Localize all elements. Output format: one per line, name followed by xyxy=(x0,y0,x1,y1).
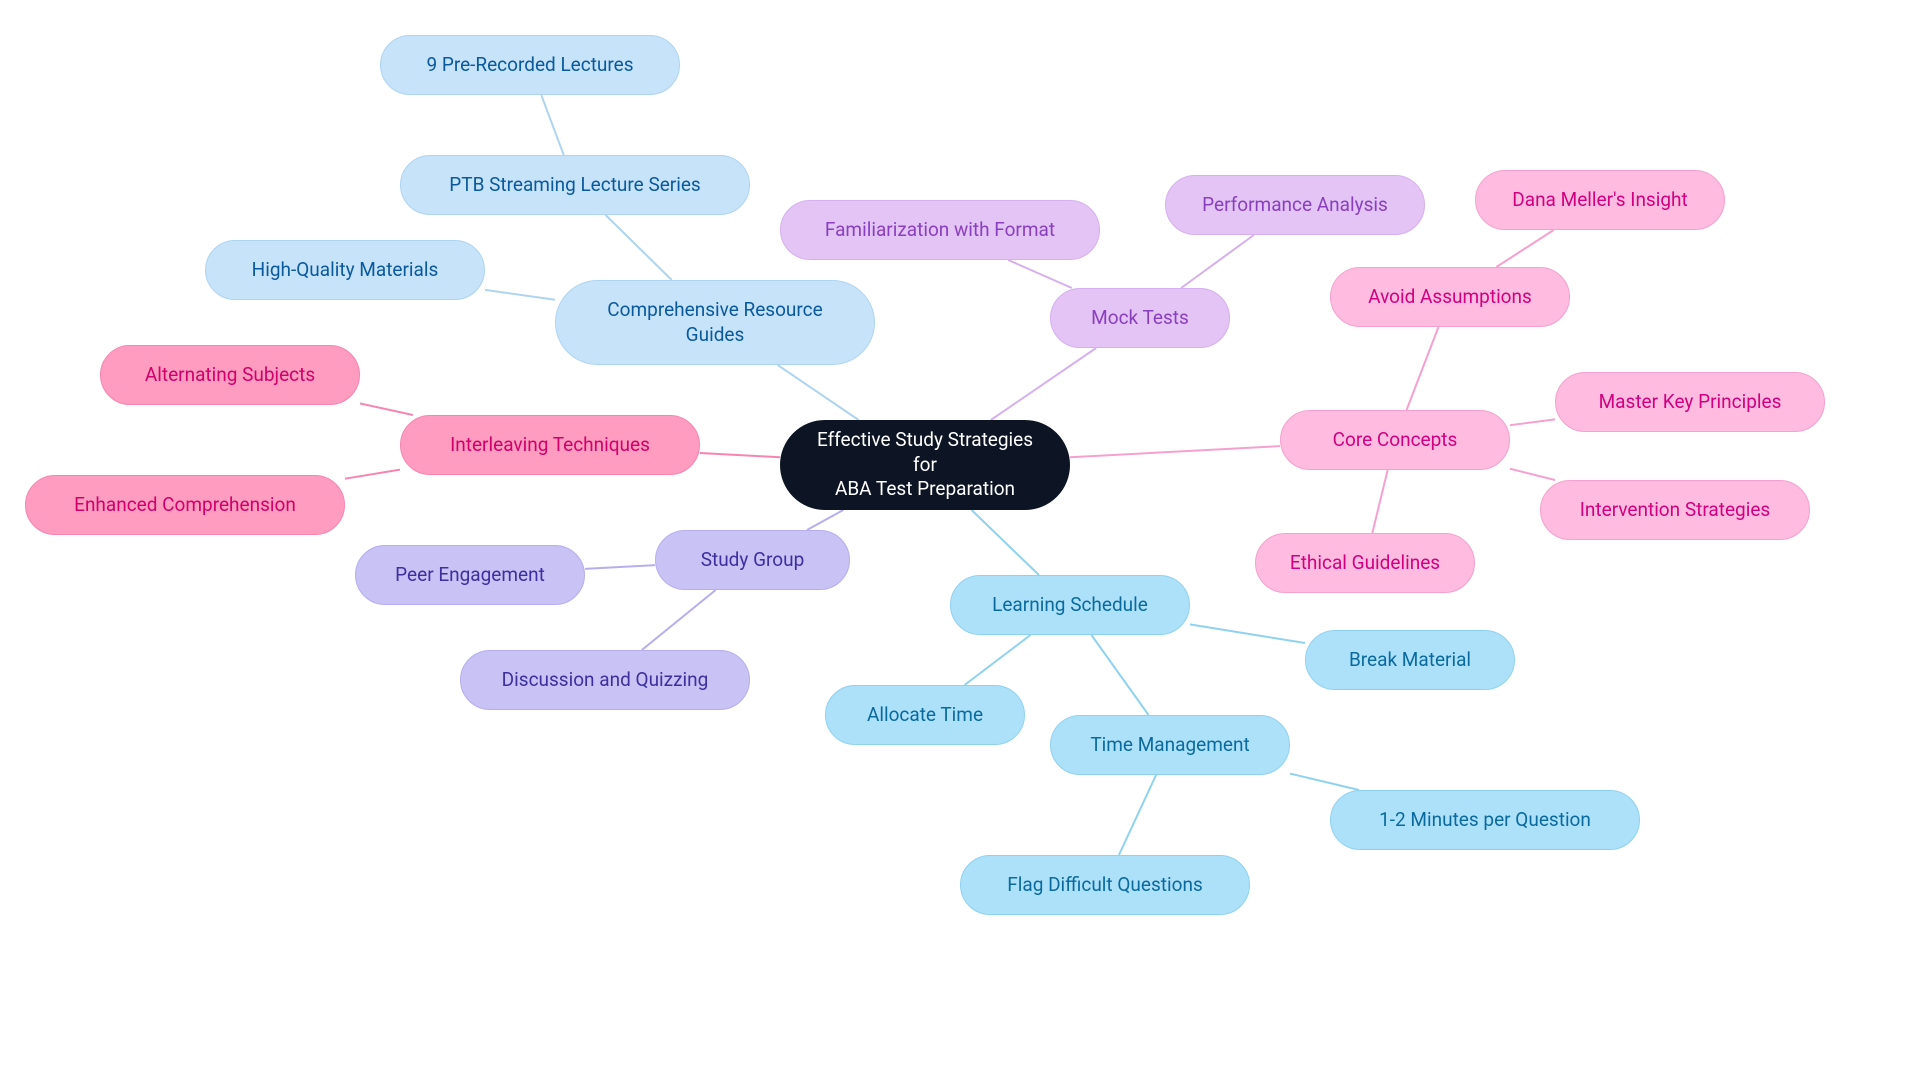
node-sg_p: Peer Engagement xyxy=(355,545,585,605)
node-inter: Interleaving Techniques xyxy=(400,415,700,475)
edge-res_p-res_p9 xyxy=(541,95,564,155)
node-mock_p: Performance Analysis xyxy=(1165,175,1425,235)
edge-ls_t-ls_t2 xyxy=(1119,775,1156,855)
edges-layer xyxy=(0,0,1920,1083)
mindmap-canvas: Effective Study Strategies for ABA Test … xyxy=(0,0,1920,1083)
node-ls_b: Break Material xyxy=(1305,630,1515,690)
edge-core_a-core_a2 xyxy=(1496,230,1553,267)
node-mock_f: Familiarization with Format xyxy=(780,200,1100,260)
edge-inter-inter_a xyxy=(360,403,413,415)
node-res_h: High-Quality Materials xyxy=(205,240,485,300)
edge-center-core xyxy=(1070,446,1280,457)
node-res_p9: 9 Pre-Recorded Lectures xyxy=(380,35,680,95)
edge-center-mock xyxy=(991,348,1096,420)
node-core_i: Intervention Strategies xyxy=(1540,480,1810,540)
edge-center-res xyxy=(778,365,859,420)
node-core_e: Ethical Guidelines xyxy=(1255,533,1475,593)
node-ls_a: Allocate Time xyxy=(825,685,1025,745)
node-res_p: PTB Streaming Lecture Series xyxy=(400,155,750,215)
node-sg_d: Discussion and Quizzing xyxy=(460,650,750,710)
edge-ls-ls_b xyxy=(1190,624,1305,643)
edge-ls-ls_a xyxy=(965,635,1031,685)
edge-core-core_i xyxy=(1510,469,1555,480)
node-sg: Study Group xyxy=(655,530,850,590)
edge-center-sg xyxy=(807,510,843,530)
node-ls_t2: Flag Difficult Questions xyxy=(960,855,1250,915)
node-core_a: Avoid Assumptions xyxy=(1330,267,1570,327)
edge-res-res_p xyxy=(606,215,672,280)
edge-center-inter xyxy=(700,453,780,457)
node-center: Effective Study Strategies for ABA Test … xyxy=(780,420,1070,510)
edge-ls-ls_t xyxy=(1091,635,1148,715)
node-core_a2: Dana Meller's Insight xyxy=(1475,170,1725,230)
edge-sg-sg_d xyxy=(642,590,716,650)
edge-core-core_a xyxy=(1407,327,1439,410)
node-inter_a: Alternating Subjects xyxy=(100,345,360,405)
node-core: Core Concepts xyxy=(1280,410,1510,470)
node-inter_e: Enhanced Comprehension xyxy=(25,475,345,535)
edge-core-core_e xyxy=(1372,470,1387,533)
node-mock: Mock Tests xyxy=(1050,288,1230,348)
node-ls: Learning Schedule xyxy=(950,575,1190,635)
node-core_m: Master Key Principles xyxy=(1555,372,1825,432)
edge-mock-mock_p xyxy=(1181,235,1254,288)
edge-sg-sg_p xyxy=(585,565,655,569)
edge-center-ls xyxy=(972,510,1039,575)
edge-mock-mock_f xyxy=(1008,260,1072,288)
node-res: Comprehensive Resource Guides xyxy=(555,280,875,365)
edge-ls_t-ls_t1 xyxy=(1290,774,1359,790)
edge-inter-inter_e xyxy=(345,470,400,479)
node-ls_t1: 1-2 Minutes per Question xyxy=(1330,790,1640,850)
edge-res-res_h xyxy=(485,290,555,300)
node-ls_t: Time Management xyxy=(1050,715,1290,775)
edge-core-core_m xyxy=(1510,419,1555,425)
